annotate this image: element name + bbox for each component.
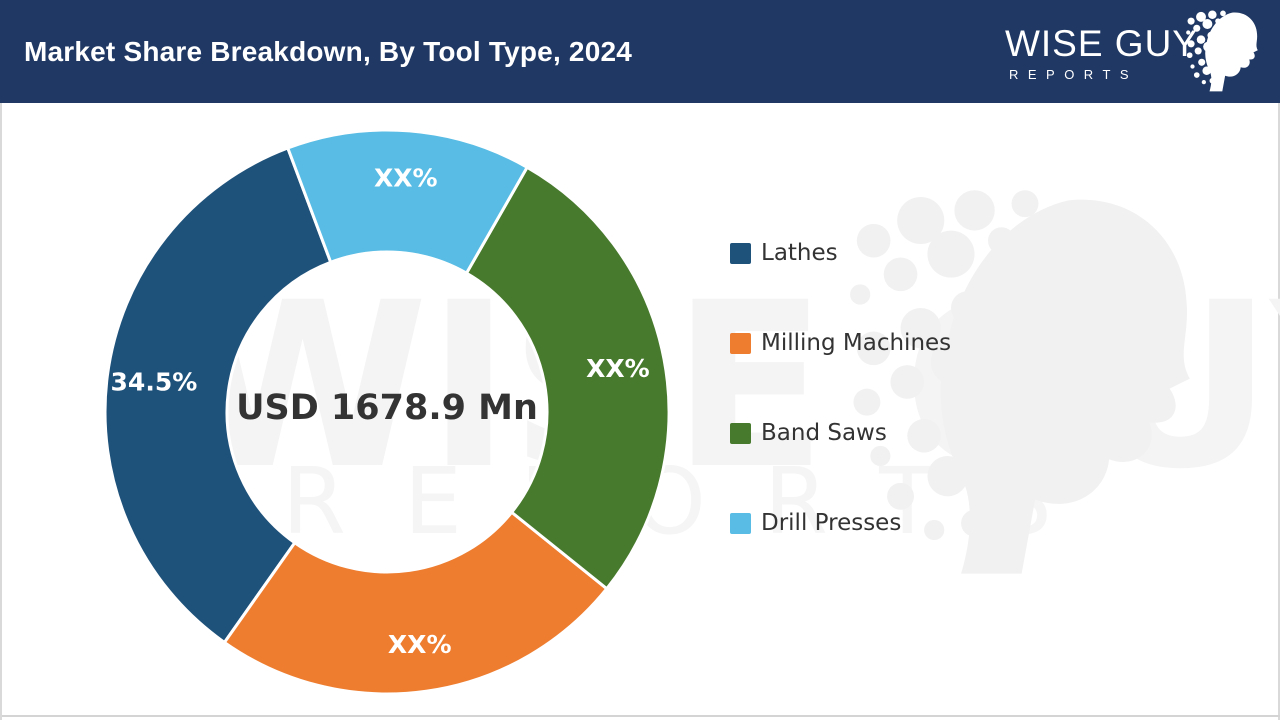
logo-wordmark: WISE GUY bbox=[1004, 22, 1198, 64]
slice-label-milling-machines: XX% bbox=[388, 630, 452, 659]
legend-swatch bbox=[730, 332, 751, 354]
legend-label: Band Saws bbox=[761, 420, 887, 446]
donut-segment-band-saws bbox=[465, 165, 671, 591]
bottom-divider bbox=[2, 715, 1280, 717]
legend-swatch bbox=[730, 422, 751, 444]
legend-label: Lathes bbox=[761, 240, 838, 266]
page-title: Market Share Breakdown, By Tool Type, 20… bbox=[24, 36, 633, 67]
chart-legend: Lathes Milling Machines Band Saws Drill … bbox=[730, 234, 951, 594]
legend-label: Milling Machines bbox=[761, 330, 952, 356]
slice-label-drill-presses: XX% bbox=[374, 163, 438, 192]
watermark-subtext: REPORTS bbox=[282, 448, 1110, 555]
donut-segment-drill-presses bbox=[286, 128, 529, 275]
donut-chart: 34.5% XX% XX% XX% bbox=[103, 128, 671, 696]
legend-item-lathes: Lathes bbox=[730, 234, 951, 272]
donut-center-value: USD 1678.9 Mn bbox=[236, 388, 538, 428]
slice-label-band-saws: XX% bbox=[586, 354, 650, 383]
legend-item-band-saws: Band Saws bbox=[730, 414, 951, 452]
legend-item-drill-presses: Drill Presses bbox=[730, 504, 951, 542]
donut-segment-lathes bbox=[103, 146, 333, 644]
legend-swatch bbox=[730, 242, 751, 264]
slice-label-lathes: 34.5% bbox=[111, 368, 198, 397]
wiseguy-logo: WISE GUY REPORTS bbox=[1005, 8, 1262, 96]
legend-swatch bbox=[730, 512, 751, 534]
legend-label: Drill Presses bbox=[761, 510, 902, 536]
logo-subtext: REPORTS bbox=[1008, 66, 1139, 82]
legend-item-milling-machines: Milling Machines bbox=[730, 324, 951, 362]
donut-segment-milling-machines bbox=[222, 510, 609, 696]
chart-canvas: WISE GUY REPORTS 34.5%XX%XX%XX% USD 1678… bbox=[0, 103, 1280, 720]
header-bar: Market Share Breakdown, By Tool Type, 20… bbox=[0, 0, 1280, 103]
wiseguy-logo-text: WISE GUY REPORTS bbox=[1005, 23, 1198, 82]
